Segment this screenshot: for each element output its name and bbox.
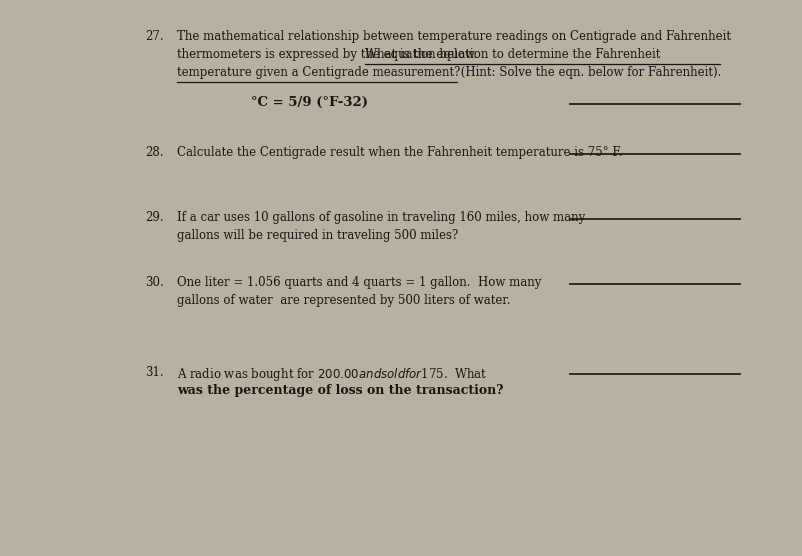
Text: 31.: 31.	[145, 366, 164, 379]
Text: temperature given a Centigrade measurement?: temperature given a Centigrade measureme…	[176, 66, 460, 79]
Text: The mathematical relationship between temperature readings on Centigrade and Fah: The mathematical relationship between te…	[176, 30, 730, 43]
Text: thermometers is expressed by the equation below.: thermometers is expressed by the equatio…	[176, 48, 480, 61]
Text: 29.: 29.	[145, 211, 164, 224]
Text: gallons will be required in traveling 500 miles?: gallons will be required in traveling 50…	[176, 229, 458, 242]
Text: A radio was bought for $200.00 and sold for $175.  What: A radio was bought for $200.00 and sold …	[176, 366, 487, 383]
Text: 30.: 30.	[145, 276, 164, 289]
Text: 28.: 28.	[145, 146, 164, 159]
Text: What is the equation to determine the Fahrenheit: What is the equation to determine the Fa…	[365, 48, 659, 61]
Text: If a car uses 10 gallons of gasoline in traveling 160 miles, how many: If a car uses 10 gallons of gasoline in …	[176, 211, 585, 224]
Text: One liter = 1.056 quarts and 4 quarts = 1 gallon.  How many: One liter = 1.056 quarts and 4 quarts = …	[176, 276, 541, 289]
Text: °C = 5/9 (°F-32): °C = 5/9 (°F-32)	[251, 96, 368, 109]
Text: Calculate the Centigrade result when the Fahrenheit temperature is 75° F.: Calculate the Centigrade result when the…	[176, 146, 622, 159]
Text: gallons of water  are represented by 500 liters of water.: gallons of water are represented by 500 …	[176, 294, 510, 307]
Text: (Hint: Solve the eqn. below for Fahrenheit).: (Hint: Solve the eqn. below for Fahrenhe…	[456, 66, 720, 79]
Text: 27.: 27.	[145, 30, 164, 43]
Text: was the percentage of loss on the transaction?: was the percentage of loss on the transa…	[176, 384, 503, 397]
